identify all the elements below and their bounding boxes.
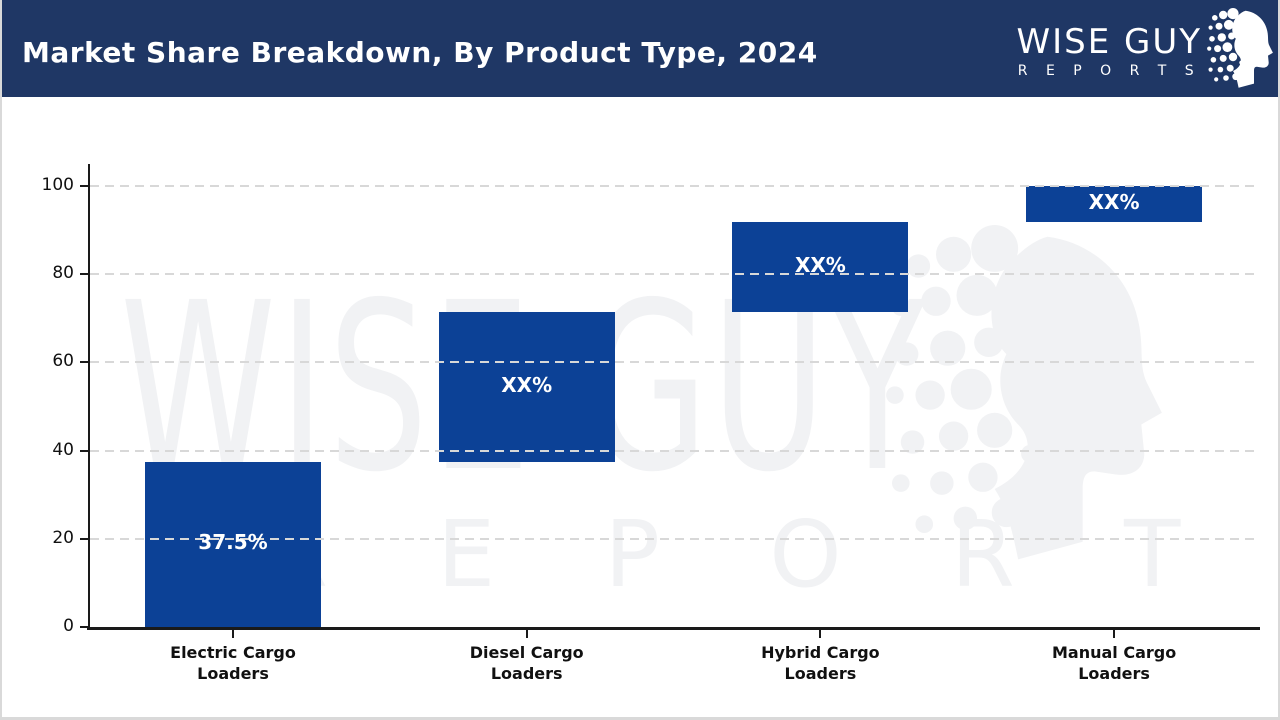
y-tick-label-60: 60	[52, 351, 74, 372]
bar-hybrid-cargo-loaders	[732, 222, 909, 313]
y-tick-80	[80, 273, 88, 276]
watermark-reports-text: R E P O R T S	[264, 501, 1280, 608]
gridline-y-40	[90, 449, 1260, 452]
y-tick-label-40: 40	[52, 439, 74, 460]
y-tick-label-80: 80	[52, 263, 74, 284]
x-tick-1	[525, 630, 528, 638]
category-label: Diesel Cargo Loaders	[469, 643, 584, 683]
category-label: Electric Cargo Loaders	[170, 643, 296, 683]
y-tick-100	[80, 185, 88, 187]
bar-manual-cargo-loaders	[1026, 186, 1203, 223]
x-axis-line	[87, 627, 1260, 630]
y-tick-60	[80, 361, 88, 364]
category-label: Hybrid Cargo Loaders	[761, 643, 880, 683]
bar-diesel-cargo-loaders	[438, 312, 615, 462]
y-tick-40	[80, 449, 88, 452]
y-tick-0	[80, 626, 88, 628]
gridline-y-100	[90, 185, 1260, 187]
watermark-head-icon	[874, 225, 1174, 577]
brand-text: WISE GUY R E P O R T S	[1016, 22, 1202, 79]
plot-area: 0 20 40 60 80 100 37.5% Electric Cargo Loaders X…	[2, 97, 1278, 717]
header: Market Share Breakdown, By Product Type,…	[2, 0, 1278, 97]
brand-subtitle: R E P O R T S	[1017, 62, 1201, 79]
chart-area: WISE GUY R E P O R T S 0 20 40 60 80 100 37.5%…	[2, 97, 1280, 717]
brand-name: WISE GUY	[1016, 22, 1202, 63]
y-axis-line	[88, 164, 90, 629]
category-label: Manual Cargo Loaders	[1051, 643, 1177, 683]
bar-value-label: XX%	[794, 253, 846, 278]
brand-logo: WISE GUY R E P O R T S	[1016, 8, 1276, 92]
y-tick-20	[80, 537, 88, 540]
bar-electric-cargo-loaders	[145, 461, 321, 627]
gridline-y-80	[90, 273, 1260, 276]
bar-value-label: XX%	[501, 372, 553, 397]
brand-head-icon	[1204, 8, 1276, 92]
x-tick-2	[819, 630, 822, 638]
gridline-y-60	[90, 361, 1260, 364]
y-tick-label-100: 100	[41, 175, 74, 195]
gridline-y-20	[90, 537, 1260, 540]
bar-value-label: 37.5%	[198, 530, 268, 555]
y-tick-label-0: 0	[63, 616, 74, 636]
page-title: Market Share Breakdown, By Product Type,…	[22, 36, 818, 69]
y-tick-label-20: 20	[52, 527, 74, 548]
x-tick-3	[1113, 630, 1116, 638]
bar-value-label: XX%	[1088, 190, 1140, 215]
x-tick-0	[232, 630, 234, 638]
